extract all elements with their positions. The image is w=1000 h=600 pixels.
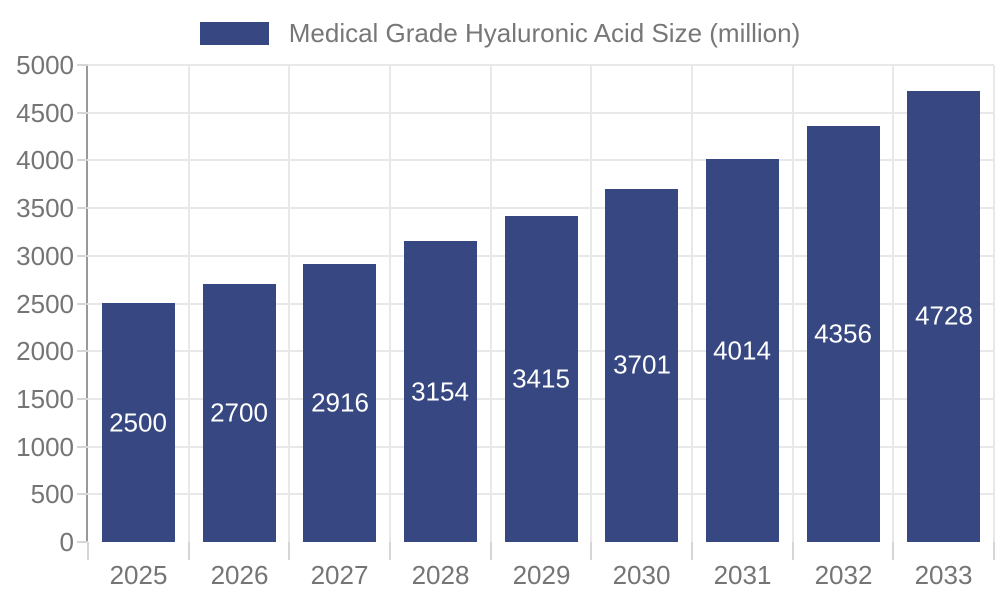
y-tick-mark xyxy=(77,159,88,161)
bar-2028[interactable] xyxy=(404,241,477,542)
x-axis-tick-label: 2028 xyxy=(411,560,470,590)
x-tick-mark xyxy=(389,542,391,560)
bar-2033[interactable] xyxy=(907,91,980,542)
x-tick-mark xyxy=(490,542,492,560)
y-axis-tick-label: 5000 xyxy=(16,50,74,80)
bar-value-label: 4728 xyxy=(915,300,973,331)
y-tick-mark xyxy=(77,493,88,495)
x-axis-tick-label: 2026 xyxy=(210,560,269,590)
x-tick-mark xyxy=(993,542,995,560)
bar-2031[interactable] xyxy=(706,159,779,542)
x-axis-tick-label: 2030 xyxy=(612,560,671,590)
y-tick-mark xyxy=(77,303,88,305)
x-axis-tick-label: 2027 xyxy=(310,560,369,590)
bar-value-label: 2916 xyxy=(311,387,369,418)
y-tick-mark xyxy=(77,350,88,352)
bar-2030[interactable] xyxy=(605,189,678,542)
y-tick-mark xyxy=(77,112,88,114)
bar-value-label: 3154 xyxy=(411,376,469,407)
y-tick-mark xyxy=(77,255,88,257)
h-gridline xyxy=(88,159,994,161)
y-axis-tick-label: 3500 xyxy=(16,193,74,223)
x-axis-tick-label: 2031 xyxy=(713,560,772,590)
x-axis-tick-label: 2033 xyxy=(914,560,973,590)
y-axis-tick-label: 500 xyxy=(30,479,74,509)
v-gridline xyxy=(288,65,290,542)
v-gridline xyxy=(691,65,693,542)
legend-label: Medical Grade Hyaluronic Acid Size (mill… xyxy=(288,17,801,48)
x-tick-mark xyxy=(691,542,693,560)
bar-value-label: 4014 xyxy=(713,335,771,366)
x-tick-mark xyxy=(590,542,592,560)
v-gridline xyxy=(188,65,190,542)
plot-area: 0 500 1000 1500 2000 2500 3000 3500 4000 4500 5000… xyxy=(16,50,995,590)
v-gridline xyxy=(389,65,391,542)
bar-2029[interactable] xyxy=(505,216,578,542)
y-axis-tick-label: 2500 xyxy=(16,289,74,319)
h-gridline xyxy=(88,207,994,209)
y-axis-tick-label: 4000 xyxy=(16,145,74,175)
y-axis-tick-label: 0 xyxy=(59,527,74,557)
bar-2032[interactable] xyxy=(807,126,880,542)
v-gridline xyxy=(993,65,995,542)
v-gridline xyxy=(490,65,492,542)
v-gridline xyxy=(792,65,794,542)
bar-value-label: 4356 xyxy=(814,318,872,349)
x-tick-mark xyxy=(288,542,290,560)
y-axis-tick-label: 2000 xyxy=(16,336,74,366)
bar-value-label: 3415 xyxy=(512,363,570,394)
v-gridline xyxy=(892,65,894,542)
y-axis-tick-label: 3000 xyxy=(16,241,74,271)
v-gridline xyxy=(590,65,592,542)
x-tick-mark xyxy=(792,542,794,560)
y-tick-mark xyxy=(77,446,88,448)
x-axis-tick-label: 2029 xyxy=(512,560,571,590)
bar-value-label: 2500 xyxy=(109,407,167,438)
bar-value-label: 2700 xyxy=(210,397,268,428)
y-axis-tick-label: 4500 xyxy=(16,98,74,128)
x-tick-mark xyxy=(188,542,190,560)
bar-value-label: 3701 xyxy=(613,349,671,380)
h-gridline xyxy=(88,64,994,66)
y-axis-tick-label: 1000 xyxy=(16,432,74,462)
y-tick-mark xyxy=(77,64,88,66)
x-axis-tick-label: 2025 xyxy=(109,560,168,590)
y-axis-tick-label: 1500 xyxy=(16,384,74,414)
legend-swatch-icon xyxy=(199,21,269,45)
x-tick-mark xyxy=(87,542,89,560)
y-tick-mark xyxy=(77,398,88,400)
x-axis-tick-label: 2032 xyxy=(814,560,873,590)
x-tick-mark xyxy=(892,542,894,560)
y-tick-mark xyxy=(77,541,88,543)
legend-item[interactable]: Medical Grade Hyaluronic Acid Size (mill… xyxy=(0,16,1000,50)
y-tick-mark xyxy=(77,207,88,209)
bar-2026[interactable] xyxy=(203,284,276,542)
bar-2025[interactable] xyxy=(102,303,175,542)
h-gridline xyxy=(88,112,994,114)
bar-2027[interactable] xyxy=(303,264,376,542)
